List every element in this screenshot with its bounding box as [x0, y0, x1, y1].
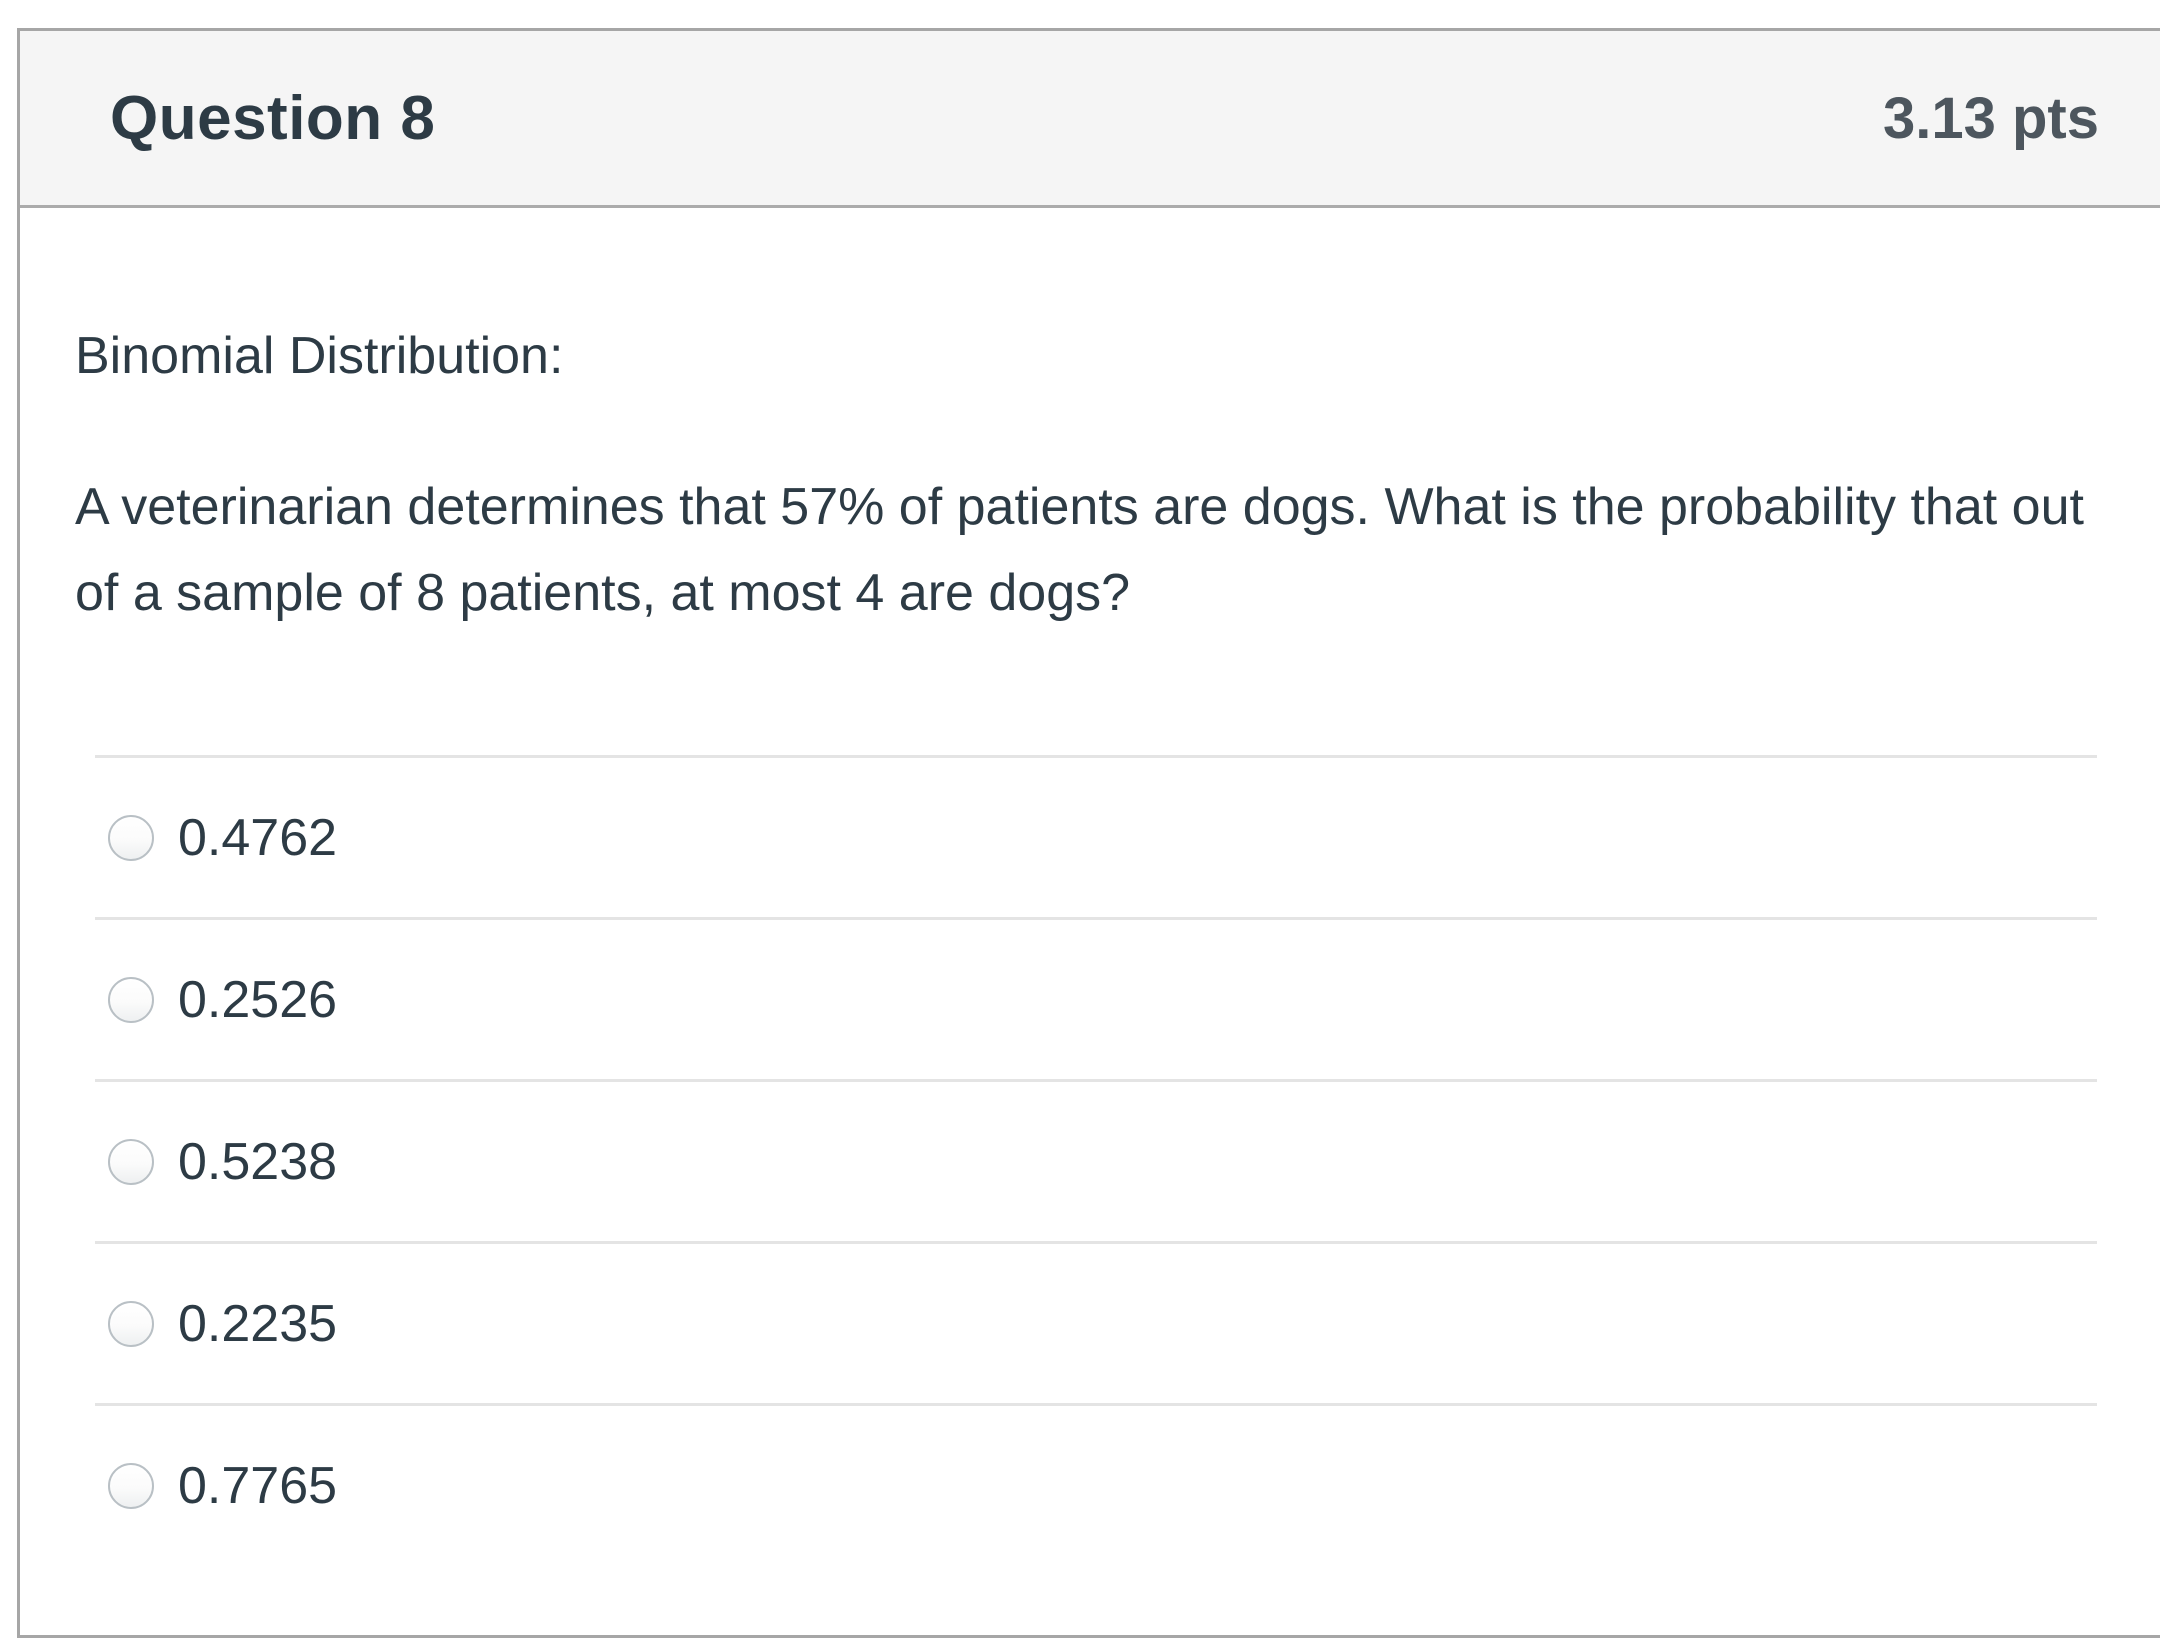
- answer-option-1[interactable]: 0.4762: [95, 755, 2097, 917]
- question-points-badge: 3.13 pts: [1883, 85, 2099, 151]
- question-body: Binomial Distribution: A veterinarian de…: [20, 208, 2160, 1641]
- radio-button-icon[interactable]: [108, 1300, 154, 1347]
- question-prompt: A veterinarian determines that 57% of pa…: [75, 478, 2084, 622]
- question-title: Question 8: [110, 83, 436, 153]
- answer-option-label: 0.4762: [178, 808, 338, 867]
- answer-option-4[interactable]: 0.2235: [95, 1241, 2097, 1403]
- answer-option-2[interactable]: 0.2526: [95, 917, 2097, 1079]
- question-header: Question 8 3.13 pts: [20, 31, 2160, 208]
- radio-button-icon[interactable]: [108, 976, 154, 1023]
- question-topic: Binomial Distribution:: [75, 327, 564, 385]
- answer-option-label: 0.5238: [178, 1132, 338, 1191]
- answer-option-3[interactable]: 0.5238: [95, 1079, 2097, 1241]
- answer-option-5[interactable]: 0.7765: [95, 1403, 2097, 1565]
- question-card: Question 8 3.13 pts Binomial Distributio…: [17, 28, 2160, 1638]
- answer-options-list: 0.4762 0.2526 0.5238 0.2235 0.7765: [95, 755, 2097, 1641]
- radio-button-icon[interactable]: [108, 1138, 154, 1185]
- answer-option-label: 0.7765: [178, 1456, 338, 1515]
- answer-option-label: 0.2235: [178, 1294, 338, 1353]
- radio-button-icon[interactable]: [108, 1462, 154, 1509]
- radio-button-icon[interactable]: [108, 814, 154, 861]
- answer-option-label: 0.2526: [178, 970, 338, 1029]
